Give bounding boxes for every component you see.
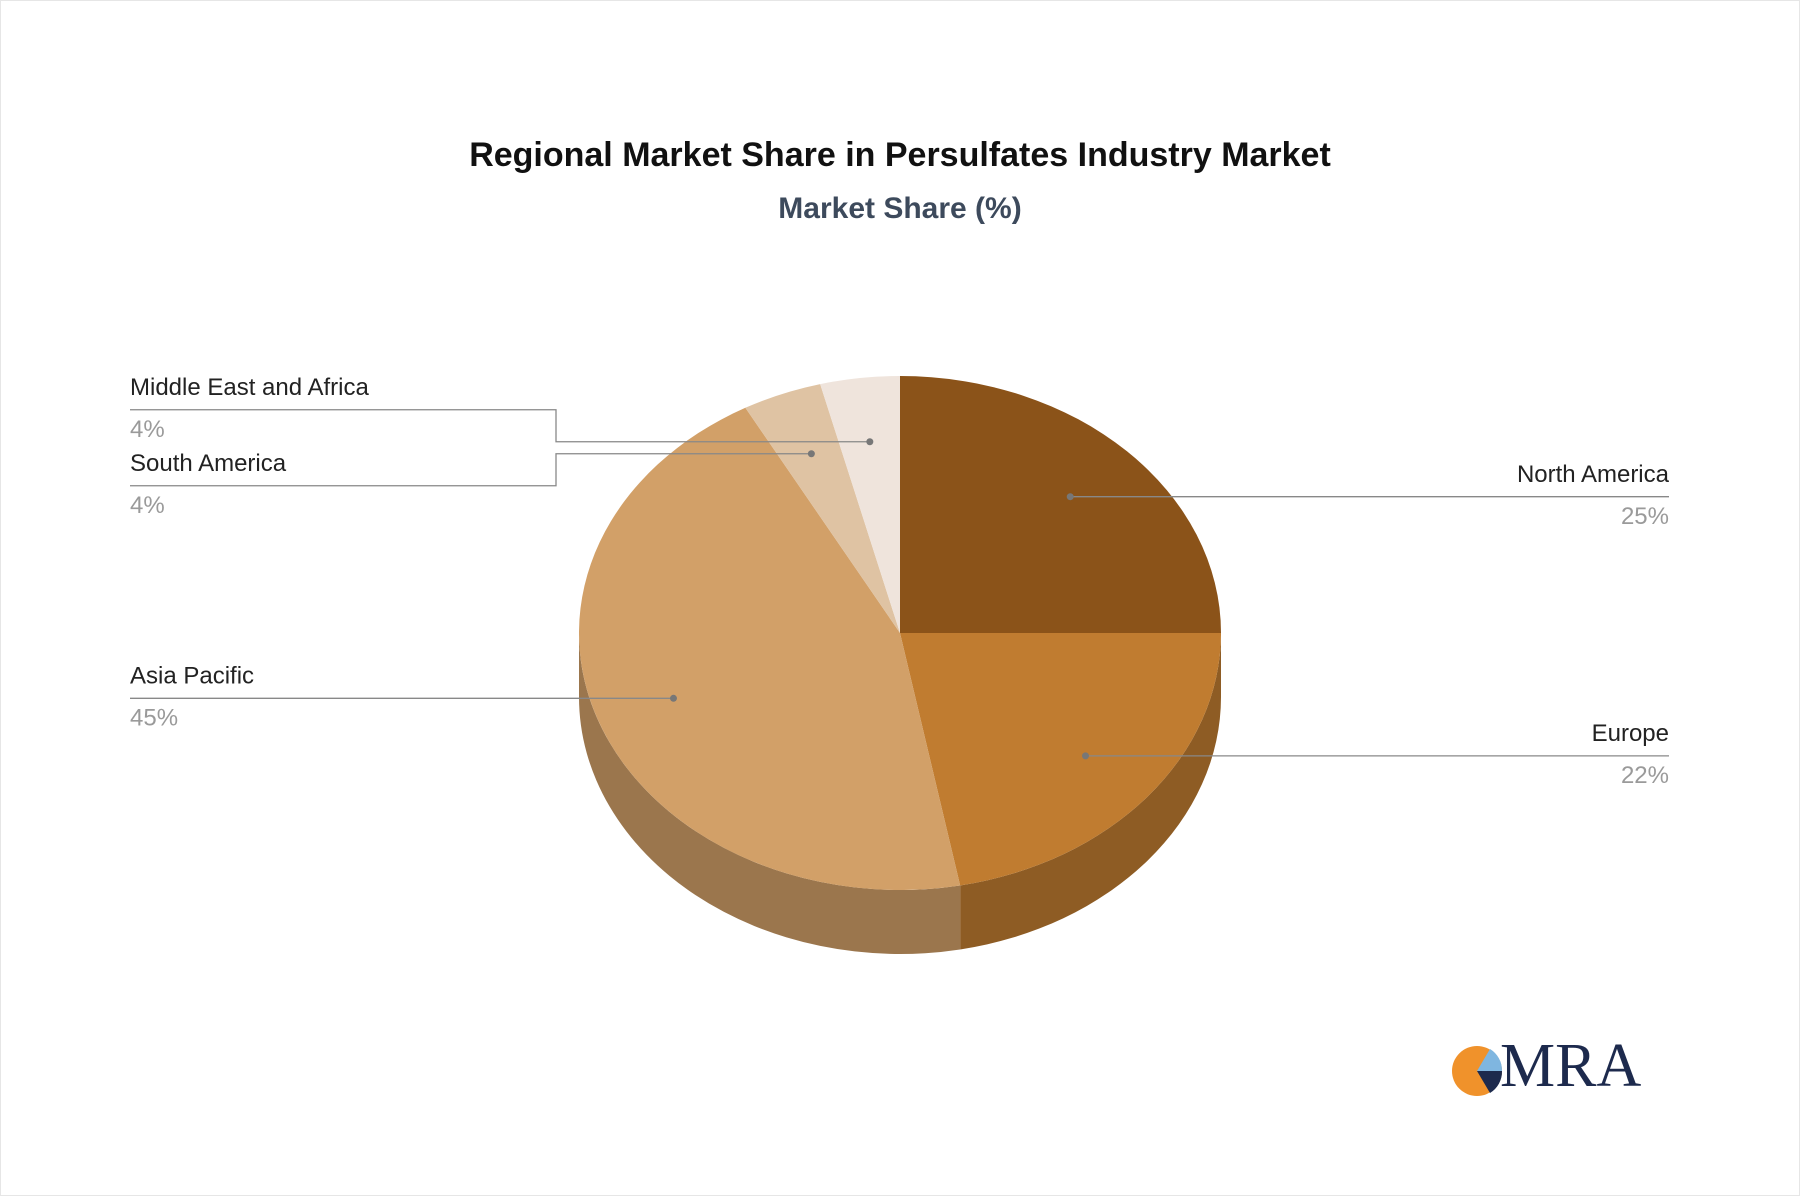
slice xyxy=(820,376,900,633)
slice-sides xyxy=(579,633,1221,954)
slice-value-label: 4% xyxy=(130,416,165,443)
logo-text: MRA xyxy=(1500,1032,1641,1100)
slice-value-label: 22% xyxy=(1621,762,1669,789)
slice-label: North America xyxy=(1517,461,1670,488)
slice-label: Asia Pacific xyxy=(130,663,254,690)
slice-side xyxy=(579,633,961,954)
slice-label: Middle East and Africa xyxy=(130,374,369,401)
logo-icon-piece xyxy=(1477,1071,1503,1093)
slice-label: Europe xyxy=(1592,720,1669,747)
leader-dot xyxy=(669,694,677,702)
logo-icon-piece xyxy=(1477,1049,1503,1071)
logo: MRA xyxy=(1452,1032,1641,1100)
slice-value-label: 45% xyxy=(130,705,178,732)
leader-line xyxy=(130,409,870,443)
leader-line xyxy=(130,453,812,487)
leader-dot xyxy=(1066,493,1074,501)
slice-tops xyxy=(579,376,1221,891)
slice-side xyxy=(960,633,1221,950)
slice xyxy=(900,376,1221,633)
slice-value-label: 25% xyxy=(1621,503,1669,530)
slice xyxy=(745,384,900,633)
slice xyxy=(900,633,1221,886)
leader-dot xyxy=(1082,752,1090,760)
slice xyxy=(579,407,961,891)
chart-subtitle: Market Share (%) xyxy=(778,192,1021,225)
slice-value-label: 4% xyxy=(130,492,165,519)
leader-dot xyxy=(807,450,815,458)
leader-dot xyxy=(866,438,874,446)
slice-label: South America xyxy=(130,450,287,477)
chart-title: Regional Market Share in Persulfates Ind… xyxy=(469,136,1331,174)
